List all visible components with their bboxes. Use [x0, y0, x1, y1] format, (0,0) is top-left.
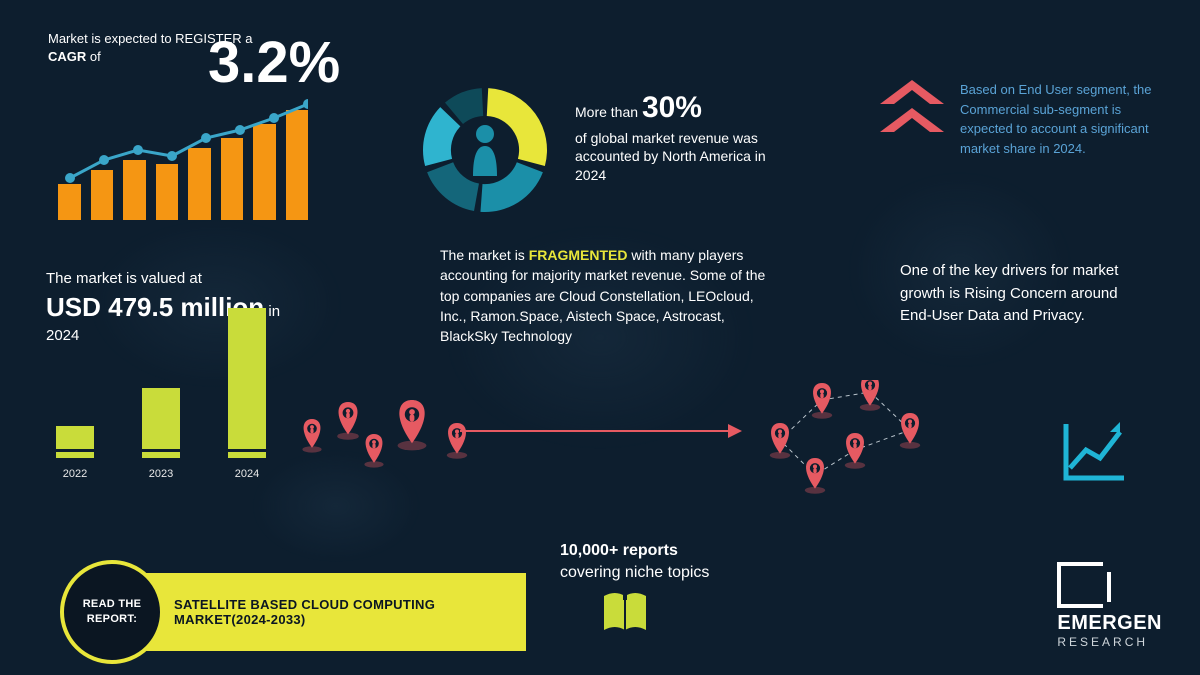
arrow-line — [460, 430, 730, 432]
badge-bar: SATELLITE BASED CLOUD COMPUTING MARKET(2… — [146, 573, 526, 651]
badge-circle: READ THE REPORT: — [60, 560, 164, 664]
cagr-bold: CAGR — [48, 49, 86, 64]
logo-line1: EMERGEN — [1057, 612, 1162, 635]
green-bar-chart: 202220232024 — [50, 330, 285, 500]
valuation-intro: The market is valued at — [46, 268, 296, 289]
cagr-block: Market is expected to REGISTER a CAGR of… — [48, 30, 278, 65]
cagr-suffix: of — [90, 49, 101, 64]
book-icon — [600, 590, 650, 641]
frag-pre: The market is — [440, 247, 529, 263]
combo-bar-line-chart — [58, 90, 308, 220]
badge-circle-text: READ THE REPORT: — [64, 597, 160, 628]
donut-pct: 30% — [642, 91, 702, 124]
growth-arrow-icon — [1060, 420, 1130, 489]
donut-lead: More than — [575, 104, 642, 120]
fragmented-paragraph: The market is FRAGMENTED with many playe… — [440, 245, 770, 346]
driver-text: One of the key drivers for market growth… — [900, 260, 1150, 328]
frag-highlight: FRAGMENTED — [529, 247, 628, 263]
emergen-logo: EMERGEN RESEARCH — [1057, 562, 1162, 649]
double-chevron-icon — [880, 80, 944, 155]
badge-title-1: SATELLITE BASED CLOUD COMPUTING — [174, 597, 526, 612]
chevron-caption: Based on End User segment, the Commercia… — [960, 80, 1170, 158]
green-bar: 2024 — [228, 308, 266, 480]
read-report-badge[interactable]: READ THE REPORT: SATELLITE BASED CLOUD C… — [60, 560, 526, 664]
network-pins — [760, 380, 940, 500]
donut-caption: More than 30% of global market revenue w… — [575, 88, 800, 185]
logo-mark-icon — [1057, 562, 1103, 608]
scatter-pins — [300, 380, 480, 500]
reports-sub: covering niche topics — [560, 562, 800, 584]
pins-graphic — [300, 380, 880, 500]
donut-body: of global market revenue was accounted b… — [575, 129, 800, 186]
donut-chart — [415, 80, 555, 220]
arrow-head-icon — [728, 424, 742, 438]
reports-number: 10,000+ reports — [560, 540, 800, 562]
reports-count: 10,000+ reports covering niche topics — [560, 540, 800, 585]
green-bar: 2022 — [56, 426, 94, 480]
green-bar: 2023 — [142, 388, 180, 480]
logo-line2: RESEARCH — [1057, 635, 1162, 649]
badge-title-2: MARKET(2024-2033) — [174, 612, 526, 627]
trend-line — [58, 90, 308, 220]
